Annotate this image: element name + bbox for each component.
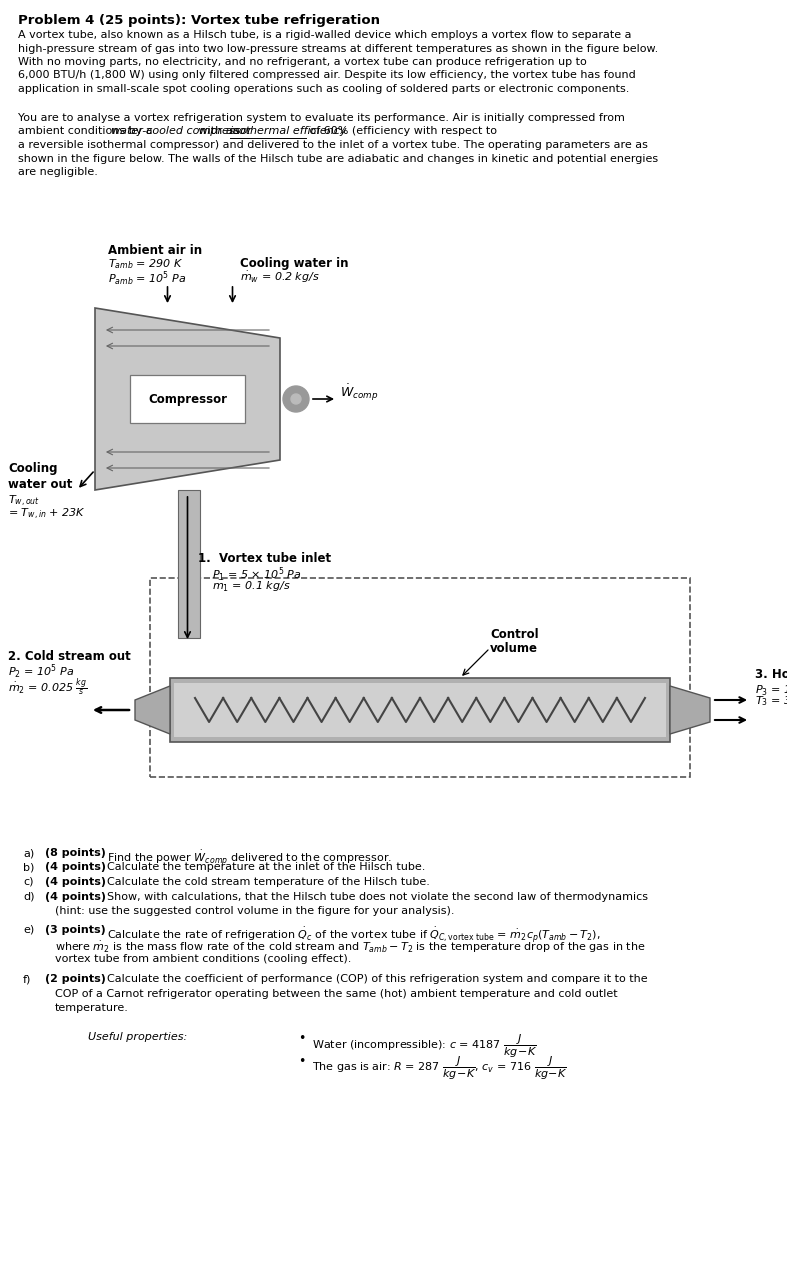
Text: 6,000 BTU/h (1,800 W) using only filtered compressed air. Despite its low effici: 6,000 BTU/h (1,800 W) using only filtere… [18,70,636,81]
Text: $\dot{W}_{comp}$: $\dot{W}_{comp}$ [340,383,379,403]
Text: volume: volume [490,643,538,655]
Text: $T_{amb}$ = 290 K: $T_{amb}$ = 290 K [108,257,183,271]
Circle shape [283,387,309,412]
Text: c): c) [23,877,34,887]
Text: COP of a Carnot refrigerator operating between the same (hot) ambient temperatur: COP of a Carnot refrigerator operating b… [55,988,618,998]
Circle shape [291,394,301,404]
Text: $P_2$ = 10$^5$ Pa: $P_2$ = 10$^5$ Pa [8,663,74,681]
Text: With no moving parts, no electricity, and no refrigerant, a vortex tube can prod: With no moving parts, no electricity, an… [18,58,587,67]
Text: Ambient air in: Ambient air in [108,244,201,257]
Text: Show, with calculations, that the Hilsch tube does not violate the second law of: Show, with calculations, that the Hilsch… [107,891,648,901]
Text: $P_3$ = 10$^5$ Pa: $P_3$ = 10$^5$ Pa [755,681,787,699]
Text: = $T_{w,in}$ + 23K: = $T_{w,in}$ + 23K [8,507,86,522]
Bar [174,684,666,737]
Text: Compressor: Compressor [148,393,227,406]
Bar [150,579,690,777]
Text: application in small-scale spot cooling operations such as cooling of soldered p: application in small-scale spot cooling … [18,84,630,93]
Polygon shape [670,686,710,733]
Text: shown in the figure below. The walls of the Hilsch tube are adiabatic and change: shown in the figure below. The walls of … [18,154,658,164]
Text: water-cooled compressor: water-cooled compressor [111,127,252,137]
Text: (2 points): (2 points) [45,974,106,984]
Text: (hint: use the suggested control volume in the figure for your analysis).: (hint: use the suggested control volume … [55,906,455,916]
Text: a): a) [23,847,35,858]
Text: $T_{w,out}$: $T_{w,out}$ [8,494,40,509]
Text: Useful properties:: Useful properties: [88,1032,187,1042]
Text: (8 points): (8 points) [45,847,106,858]
Text: $T_3$ = 337 K: $T_3$ = 337 K [755,694,787,708]
FancyBboxPatch shape [130,375,245,422]
Text: •: • [298,1032,305,1046]
Polygon shape [95,308,280,490]
Text: are negligible.: are negligible. [18,166,98,177]
Text: Problem 4 (25 points): Vortex tube refrigeration: Problem 4 (25 points): Vortex tube refri… [18,14,380,27]
Text: with an: with an [195,127,243,137]
Text: (3 points): (3 points) [45,925,105,934]
Text: e): e) [23,925,35,934]
Text: $\dot{m}_1$ = 0.1 kg/s: $\dot{m}_1$ = 0.1 kg/s [212,579,290,594]
Text: b): b) [23,863,35,873]
Text: 2. Cold stream out: 2. Cold stream out [8,650,131,663]
Text: •: • [298,1055,305,1068]
Text: (4 points): (4 points) [45,863,106,873]
Text: a reversible isothermal compressor) and delivered to the inlet of a vortex tube.: a reversible isothermal compressor) and … [18,140,648,150]
Text: 3. Hot stream out: 3. Hot stream out [755,668,787,681]
Text: A vortex tube, also known as a Hilsch tube, is a rigid-walled device which emplo: A vortex tube, also known as a Hilsch tu… [18,29,631,40]
Text: isothermal efficiency: isothermal efficiency [230,127,346,137]
Text: (4 points): (4 points) [45,891,106,901]
Text: Control: Control [490,628,538,641]
Text: f): f) [23,974,31,984]
Text: $\dot{m}_2$ = 0.025 $\frac{kg}{s}$: $\dot{m}_2$ = 0.025 $\frac{kg}{s}$ [8,677,87,699]
Text: ambient conditions by a: ambient conditions by a [18,127,156,137]
Text: (4 points): (4 points) [45,877,106,887]
Bar [178,490,199,637]
Text: Find the power $\dot{W}_{comp}$ delivered to the compressor.: Find the power $\dot{W}_{comp}$ delivere… [107,847,392,868]
Text: 1.  Vortex tube inlet: 1. Vortex tube inlet [198,552,331,564]
Text: $\dot{m}_w$ = 0.2 kg/s: $\dot{m}_w$ = 0.2 kg/s [241,270,320,285]
Text: $P_1$ = 5 × 10$^5$ Pa: $P_1$ = 5 × 10$^5$ Pa [212,566,301,585]
Text: Cooling
water out: Cooling water out [8,462,72,492]
Text: Calculate the temperature at the inlet of the Hilsch tube.: Calculate the temperature at the inlet o… [107,863,426,873]
Text: The gas is air: $R$ = 287 $\dfrac{J}{kg\!-\!K}$, $c_v$ = 716 $\dfrac{J}{kg\!-\!K: The gas is air: $R$ = 287 $\dfrac{J}{kg\… [312,1055,567,1082]
Text: of 60% (efficiency with respect to: of 60% (efficiency with respect to [306,127,497,137]
Text: Calculate the coefficient of performance (COP) of this refrigeration system and : Calculate the coefficient of performance… [107,974,648,984]
Text: Calculate the rate of refrigeration $\dot{Q}_c$ of the vortex tube if $\dot{Q}_{: Calculate the rate of refrigeration $\do… [107,925,600,945]
Text: Calculate the cold stream temperature of the Hilsch tube.: Calculate the cold stream temperature of… [107,877,430,887]
Text: vortex tube from ambient conditions (cooling effect).: vortex tube from ambient conditions (coo… [55,954,351,964]
Text: Cooling water in: Cooling water in [241,257,349,270]
Text: d): d) [23,891,35,901]
Text: where $\dot{m}_2$ is the mass flow rate of the cold stream and $T_{amb} - T_2$ i: where $\dot{m}_2$ is the mass flow rate … [55,940,645,955]
Bar [170,678,670,742]
Text: $P_{amb}$ = 10$^5$ Pa: $P_{amb}$ = 10$^5$ Pa [108,270,186,288]
Text: Water (incompressible): $c$ = 4187 $\dfrac{J}{kg\!-\!K}$: Water (incompressible): $c$ = 4187 $\dfr… [312,1032,537,1060]
Text: high-pressure stream of gas into two low-pressure streams at different temperatu: high-pressure stream of gas into two low… [18,44,658,54]
Text: You are to analyse a vortex refrigeration system to evaluate its performance. Ai: You are to analyse a vortex refrigeratio… [18,113,625,123]
Text: temperature.: temperature. [55,1004,129,1014]
Polygon shape [135,686,170,733]
